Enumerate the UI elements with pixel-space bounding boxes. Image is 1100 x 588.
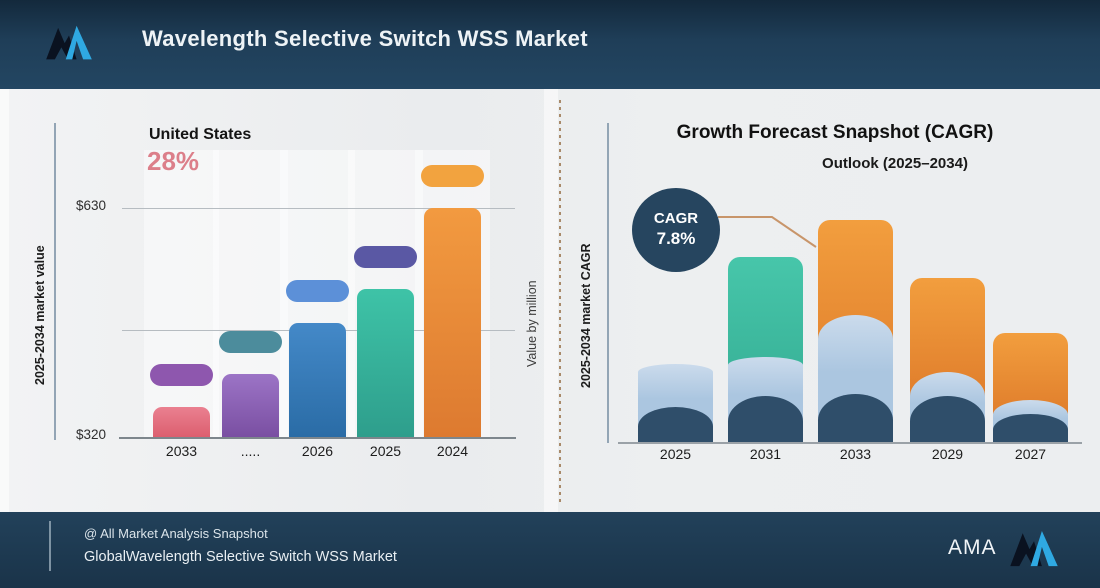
x-axis-line bbox=[618, 442, 1082, 444]
footer-divider-line bbox=[49, 521, 51, 571]
country-label: United States bbox=[149, 126, 252, 143]
stack-segment-base bbox=[993, 413, 1068, 442]
x-tick-label: 2033 bbox=[165, 443, 198, 459]
x-tick-label: 2026 bbox=[301, 443, 334, 459]
page-title: Wavelength Selective Switch WSS Market bbox=[142, 26, 588, 51]
x-tick-label: 2025 bbox=[659, 446, 692, 462]
footer-bar bbox=[0, 512, 1100, 588]
cagr-badge-label: CAGR bbox=[653, 210, 699, 228]
stack-segment-base bbox=[910, 396, 985, 442]
cagr-badge: CAGR 7.8% bbox=[632, 188, 720, 272]
bar bbox=[153, 407, 210, 437]
x-tick-label: 2024 bbox=[436, 443, 469, 459]
x-tick-label: 2033 bbox=[839, 446, 872, 462]
cagr-badge-value: 7.8% bbox=[656, 229, 696, 249]
ama-logo-icon bbox=[46, 25, 92, 60]
bar-cap bbox=[354, 246, 417, 269]
stack-segment-base bbox=[728, 396, 803, 442]
bar bbox=[357, 289, 414, 437]
header-bar: Wavelength Selective Switch WSS Market bbox=[0, 0, 1100, 89]
x-tick-label: 2025 bbox=[369, 443, 402, 459]
footer-note: @ All Market Analysis Snapshot bbox=[84, 526, 268, 541]
column-band bbox=[144, 150, 219, 437]
footer-report-title: GlobalWavelength Selective Switch WSS Ma… bbox=[84, 549, 397, 565]
bar-cap bbox=[150, 364, 213, 387]
bar bbox=[424, 208, 481, 437]
panel-divider-dotted-line bbox=[559, 100, 561, 503]
grid-line bbox=[122, 208, 515, 209]
bar-cap bbox=[219, 331, 282, 354]
x-tick-label: 2027 bbox=[1014, 446, 1047, 462]
right-chart-title: Growth Forecast Snapshot (CAGR) bbox=[676, 122, 994, 143]
market-share-value: 28% bbox=[147, 146, 200, 176]
right-chart-subtitle: Outlook (2025–2034) bbox=[822, 155, 968, 172]
x-tick-label: ..... bbox=[240, 443, 261, 459]
y-tick-label: $630 bbox=[75, 198, 106, 213]
left-chart-y-axis-line bbox=[54, 123, 56, 440]
bar bbox=[222, 374, 279, 437]
stack-segment-base bbox=[638, 406, 713, 442]
x-tick-label: 2029 bbox=[931, 446, 964, 462]
right-chart-y-axis-line bbox=[607, 123, 609, 443]
middle-band bbox=[544, 89, 558, 512]
stack-segment-base bbox=[818, 394, 893, 442]
x-axis-line bbox=[119, 437, 516, 439]
bar-cap bbox=[286, 279, 349, 302]
ama-logo-icon bbox=[1010, 531, 1058, 567]
left-edge-band bbox=[0, 89, 9, 512]
bar-cap bbox=[421, 165, 484, 187]
bar bbox=[289, 322, 346, 437]
x-tick-label: 2031 bbox=[749, 446, 782, 462]
y-tick-label: $320 bbox=[75, 427, 106, 442]
footer-brand-text: AMA bbox=[948, 536, 997, 559]
